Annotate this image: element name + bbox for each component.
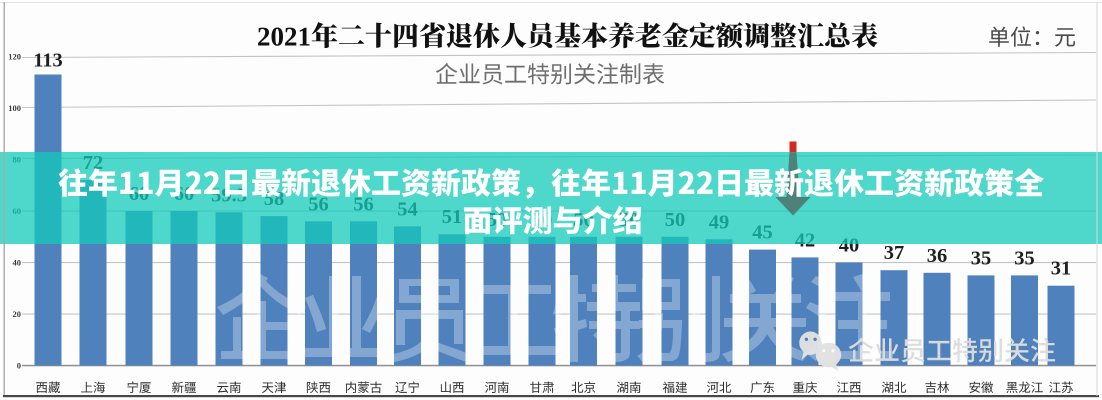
svg-text:120: 120 — [8, 52, 21, 62]
svg-text:20: 20 — [13, 309, 22, 319]
svg-text:40: 40 — [13, 258, 22, 268]
svg-text:31: 31 — [1051, 258, 1072, 280]
svg-text:37: 37 — [884, 242, 905, 264]
svg-text:35: 35 — [1014, 247, 1035, 269]
svg-text:0: 0 — [17, 361, 21, 371]
svg-text:35: 35 — [971, 247, 992, 269]
svg-text:113: 113 — [33, 50, 63, 72]
svg-text:36: 36 — [927, 245, 948, 267]
svg-text:100: 100 — [8, 103, 21, 113]
